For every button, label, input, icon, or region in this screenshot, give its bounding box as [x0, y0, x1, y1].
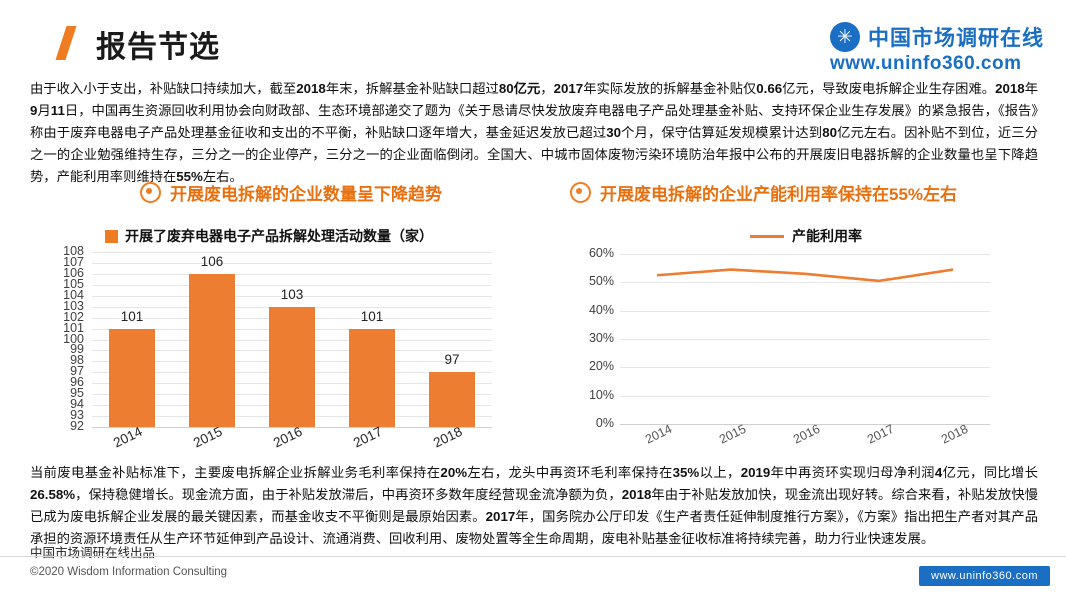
y-axis-tick-label: 93 — [70, 408, 84, 423]
gridline — [620, 310, 990, 312]
footer-divider — [0, 556, 1066, 557]
intro-paragraph: 由于收入小于支出，补贴缺口持续加大，截至2018年末，拆解基金补贴缺口超过80亿… — [30, 81, 1039, 184]
gridline — [92, 262, 492, 264]
y-axis-tick-label: 30% — [588, 331, 614, 345]
y-axis-tick-label: 105 — [63, 276, 84, 291]
y-axis-tick-label: 20% — [588, 359, 614, 374]
legend-line-icon — [750, 234, 784, 238]
gridline — [620, 339, 990, 340]
bar-value-label: 97 — [444, 352, 460, 368]
y-axis-tick-label: 104 — [63, 287, 84, 302]
y-axis-tick-label: 96 — [70, 375, 84, 390]
gridline — [620, 254, 990, 255]
bar — [429, 372, 475, 427]
brand-url: www.uninfo360.com — [830, 53, 1022, 74]
section-heading-right-label: 开展废电拆解的企业产能利用率保持在55%左右 — [600, 185, 958, 204]
bar-chart: 开展了废弃电器电子产品拆解处理活动数量（家） 92 93 94 95 96 97 98 99 1… — [40, 212, 530, 462]
bar-value-label: 101 — [120, 308, 144, 324]
brand-name: 中国市场调研在线 — [868, 27, 1044, 50]
gridline — [620, 367, 990, 369]
line-chart-legend: 产能利用率 — [750, 226, 862, 246]
y-axis-tick-label: 100 — [63, 331, 84, 346]
bar — [349, 328, 395, 427]
x-axis-line — [92, 427, 492, 428]
gridline — [620, 395, 990, 397]
line-series — [656, 268, 954, 283]
snowflake-icon: ✳ — [830, 22, 860, 52]
gridline — [92, 284, 492, 286]
title-accent-slash-icon — [55, 26, 77, 60]
y-axis-tick-label: 107 — [63, 254, 84, 269]
y-axis-tick-label: 99 — [70, 342, 84, 357]
y-axis-tick-label: 40% — [588, 302, 614, 317]
y-axis-tick-label: 10% — [588, 387, 614, 402]
bar-value-label: 106 — [200, 253, 224, 269]
section-heading-left-label: 开展废电拆解的企业数量呈下降趋势 — [170, 185, 442, 204]
analysis-paragraph: 当前废电基金补贴标准下，主要废电拆解企业拆解业务毛利率保持在20%左右，龙头中再… — [30, 465, 1039, 546]
brand-block: ✳ 中国市场调研在线 www.uninfo360.com — [830, 22, 1044, 75]
footer-company: 中国市场调研在线出品 — [30, 546, 156, 560]
page-title: 报告节选 — [96, 31, 220, 64]
y-axis-tick-label: 101 — [63, 320, 84, 335]
x-axis-line — [620, 424, 990, 425]
slide-header: 报告节选 ✳ 中国市场调研在线 www.uninfo360.com — [0, 0, 1066, 75]
legend-swatch-icon — [105, 229, 118, 243]
gridline — [620, 282, 990, 284]
line-chart: 产能利用率 0% 10% 20% 30% 40% 50% 60% 2014 2015 2016 20… — [560, 212, 1040, 462]
bar-value-label: 101 — [360, 308, 384, 324]
gridline — [92, 252, 492, 253]
footer-url-badge[interactable]: www.uninfo360.com — [919, 566, 1050, 586]
bar — [109, 328, 155, 427]
y-axis-tick-label: 95 — [70, 386, 84, 401]
y-axis-tick-label: 60% — [588, 246, 614, 260]
y-axis-tick-label: 102 — [63, 309, 84, 324]
target-dot-icon — [570, 182, 591, 203]
y-axis-tick-label: 98 — [70, 353, 84, 368]
y-axis-tick-label: 97 — [70, 364, 84, 379]
y-axis-tick-label: 108 — [63, 244, 84, 258]
gridline — [92, 295, 492, 297]
gridline — [92, 273, 492, 275]
y-axis-tick-label: 94 — [70, 397, 84, 412]
y-axis-tick-label: 103 — [63, 298, 84, 313]
y-axis-tick-label: 0% — [595, 416, 614, 430]
line-chart-legend-label: 产能利用率 — [792, 228, 862, 244]
target-dot-icon — [140, 182, 161, 203]
y-axis-tick-label: 50% — [588, 274, 614, 289]
section-heading-right: 开展废电拆解的企业产能利用率保持在55%左右 — [570, 180, 957, 205]
y-axis-tick-label: 106 — [63, 265, 84, 280]
bar-value-label: 103 — [280, 286, 304, 302]
bar — [189, 273, 235, 427]
section-heading-left: 开展废电拆解的企业数量呈下降趋势 — [140, 180, 442, 205]
bar-chart-legend-label: 开展了废弃电器电子产品拆解处理活动数量（家） — [125, 228, 433, 244]
y-axis-tick-label: 92 — [70, 419, 84, 433]
footer-copyright: ©2020 Wisdom Information Consulting — [30, 566, 228, 578]
bar — [269, 306, 315, 427]
bar-chart-legend: 开展了废弃电器电子产品拆解处理活动数量（家） — [105, 226, 433, 246]
